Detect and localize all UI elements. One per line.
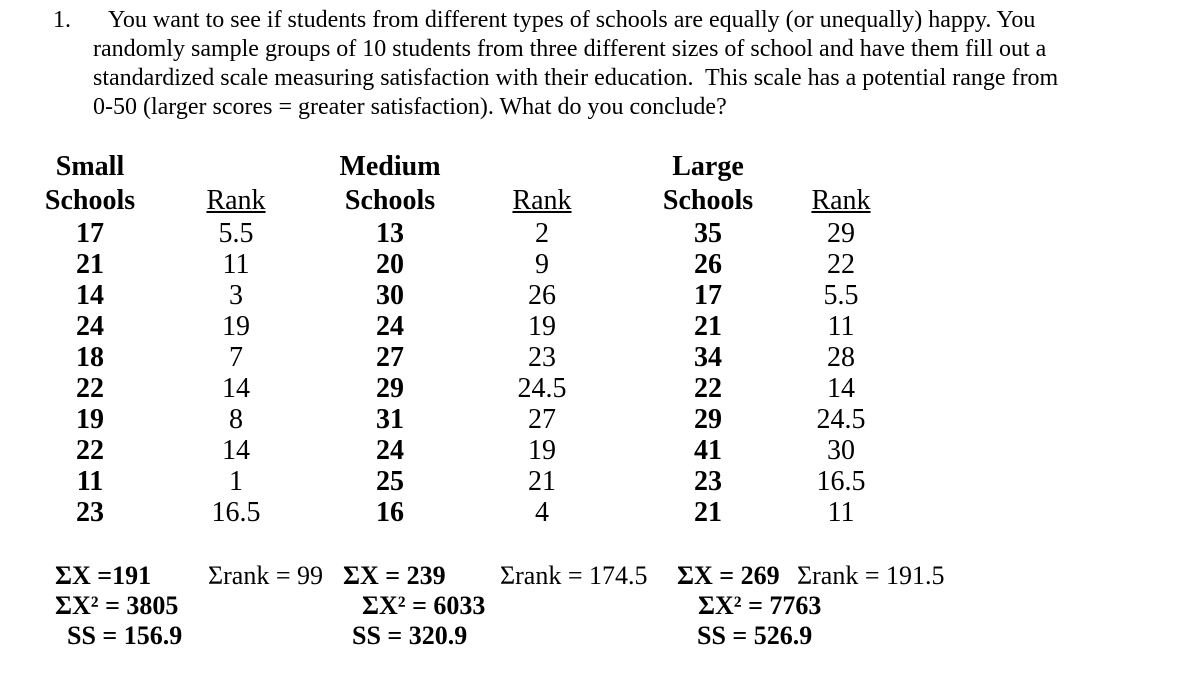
large-score-cell: 34 bbox=[694, 342, 722, 373]
large-rank-cell: 28 bbox=[827, 342, 855, 373]
question-line: standardized scale measuring satisfactio… bbox=[93, 65, 1059, 91]
medium-score-cell: 16 bbox=[376, 497, 404, 528]
medium-rank-cell: 26 bbox=[528, 280, 556, 311]
large-rank-cell: 16.5 bbox=[816, 466, 866, 497]
column-medium-rank: Rank 2 9 26 19 23 24.5 27 19 21 4 bbox=[462, 150, 622, 528]
medium-sum-x-sq: ΣX² = 6033 bbox=[362, 591, 486, 620]
large-score-cell: 35 bbox=[694, 218, 722, 249]
small-score-cell: 11 bbox=[76, 466, 104, 497]
column-small-scores: Small Schools 17 21 14 24 18 22 19 22 11 23 bbox=[10, 150, 170, 528]
large-score-cell: 21 bbox=[694, 311, 722, 342]
small-rank-spacer bbox=[156, 150, 316, 184]
large-sum-rank: Σrank = 191.5 bbox=[797, 561, 945, 590]
column-medium-scores: Medium Schools 13 20 30 24 27 29 31 24 25 16 bbox=[310, 150, 470, 528]
large-score-cell: 29 bbox=[694, 404, 722, 435]
medium-rank-cell: 23 bbox=[528, 342, 556, 373]
question-line: You want to see if students from differe… bbox=[108, 7, 1036, 33]
question-line: randomly sample groups of 10 students fr… bbox=[93, 36, 1047, 62]
large-rank-cell: 29 bbox=[827, 218, 855, 249]
large-header-line1: Large bbox=[672, 151, 744, 182]
large-score-cell: 17 bbox=[694, 280, 722, 311]
small-sum-rank: Σrank = 99 bbox=[208, 561, 323, 590]
medium-rank-cell: 4 bbox=[535, 497, 549, 528]
medium-rank-cell: 19 bbox=[528, 311, 556, 342]
medium-sum-x: ΣX = 239 bbox=[343, 561, 446, 590]
large-rank-cell: 5.5 bbox=[823, 280, 859, 311]
small-rank-cell: 16.5 bbox=[211, 497, 261, 528]
large-rank-cell: 30 bbox=[827, 435, 855, 466]
small-score-cell: 22 bbox=[76, 373, 104, 404]
medium-header-line2: Schools bbox=[344, 185, 436, 216]
medium-score-cell: 27 bbox=[376, 342, 404, 373]
large-score-cell: 41 bbox=[694, 435, 722, 466]
column-small-rank: Rank 5.5 11 3 19 7 14 8 14 1 16.5 bbox=[156, 150, 316, 528]
column-large-scores: Large Schools 35 26 17 21 34 22 29 41 23 21 bbox=[628, 150, 788, 528]
small-score-cell: 17 bbox=[76, 218, 104, 249]
medium-sum-rank: Σrank = 174.5 bbox=[500, 561, 648, 590]
small-ss: SS = 156.9 bbox=[67, 621, 183, 650]
small-rank-cell: 14 bbox=[222, 435, 250, 466]
small-score-cell: 22 bbox=[76, 435, 104, 466]
small-rank-cell: 11 bbox=[222, 249, 250, 280]
large-sum-x: ΣX = 269 bbox=[677, 561, 780, 590]
medium-rank-cell: 24.5 bbox=[517, 373, 567, 404]
medium-score-cell: 13 bbox=[376, 218, 404, 249]
medium-score-cell: 25 bbox=[376, 466, 404, 497]
medium-score-cell: 31 bbox=[376, 404, 404, 435]
medium-rank-cell: 27 bbox=[528, 404, 556, 435]
small-score-cell: 19 bbox=[76, 404, 104, 435]
small-rank-header: Rank bbox=[206, 185, 266, 216]
large-rank-cell: 24.5 bbox=[816, 404, 866, 435]
medium-score-cell: 24 bbox=[376, 311, 404, 342]
large-header-line2: Schools bbox=[662, 185, 754, 216]
small-rank-cell: 3 bbox=[229, 280, 243, 311]
small-score-cell: 18 bbox=[76, 342, 104, 373]
large-score-cell: 26 bbox=[694, 249, 722, 280]
small-header-line2: Schools bbox=[44, 185, 136, 216]
medium-rank-header: Rank bbox=[512, 185, 572, 216]
small-rank-cell: 7 bbox=[229, 342, 243, 373]
large-score-cell: 22 bbox=[694, 373, 722, 404]
small-rank-cell: 8 bbox=[229, 404, 243, 435]
large-score-cell: 21 bbox=[694, 497, 722, 528]
large-rank-cell: 22 bbox=[827, 249, 855, 280]
large-rank-spacer bbox=[761, 150, 921, 184]
medium-score-cell: 24 bbox=[376, 435, 404, 466]
medium-rank-cell: 19 bbox=[528, 435, 556, 466]
large-rank-header: Rank bbox=[811, 185, 871, 216]
large-score-cell: 23 bbox=[694, 466, 722, 497]
question-number: 1. bbox=[53, 7, 71, 33]
small-score-cell: 23 bbox=[76, 497, 104, 528]
large-rank-cell: 14 bbox=[827, 373, 855, 404]
small-score-cell: 14 bbox=[76, 280, 104, 311]
medium-rank-spacer bbox=[462, 150, 622, 184]
small-score-cell: 21 bbox=[76, 249, 104, 280]
medium-ss: SS = 320.9 bbox=[352, 621, 468, 650]
medium-score-cell: 30 bbox=[376, 280, 404, 311]
small-rank-cell: 1 bbox=[229, 466, 243, 497]
question-line: 0-50 (larger scores = greater satisfacti… bbox=[93, 94, 727, 120]
medium-rank-cell: 2 bbox=[535, 218, 549, 249]
small-sum-x: ΣX =191 bbox=[55, 561, 152, 590]
small-score-cell: 24 bbox=[76, 311, 104, 342]
large-rank-cell: 11 bbox=[827, 497, 855, 528]
small-rank-cell: 19 bbox=[222, 311, 250, 342]
medium-header-line1: Medium bbox=[339, 151, 441, 182]
medium-rank-cell: 21 bbox=[528, 466, 556, 497]
medium-score-cell: 20 bbox=[376, 249, 404, 280]
question-text: You want to see if students from differe… bbox=[93, 6, 1058, 122]
large-sum-x-sq: ΣX² = 7763 bbox=[698, 591, 822, 620]
large-rank-cell: 11 bbox=[827, 311, 855, 342]
medium-score-cell: 29 bbox=[376, 373, 404, 404]
small-rank-cell: 5.5 bbox=[218, 218, 254, 249]
small-rank-cell: 14 bbox=[222, 373, 250, 404]
small-sum-x-sq: ΣX² = 3805 bbox=[55, 591, 179, 620]
medium-rank-cell: 9 bbox=[535, 249, 549, 280]
column-large-rank: Rank 29 22 5.5 11 28 14 24.5 30 16.5 11 bbox=[761, 150, 921, 528]
small-header-line1: Small bbox=[55, 151, 125, 182]
large-ss: SS = 526.9 bbox=[697, 621, 813, 650]
